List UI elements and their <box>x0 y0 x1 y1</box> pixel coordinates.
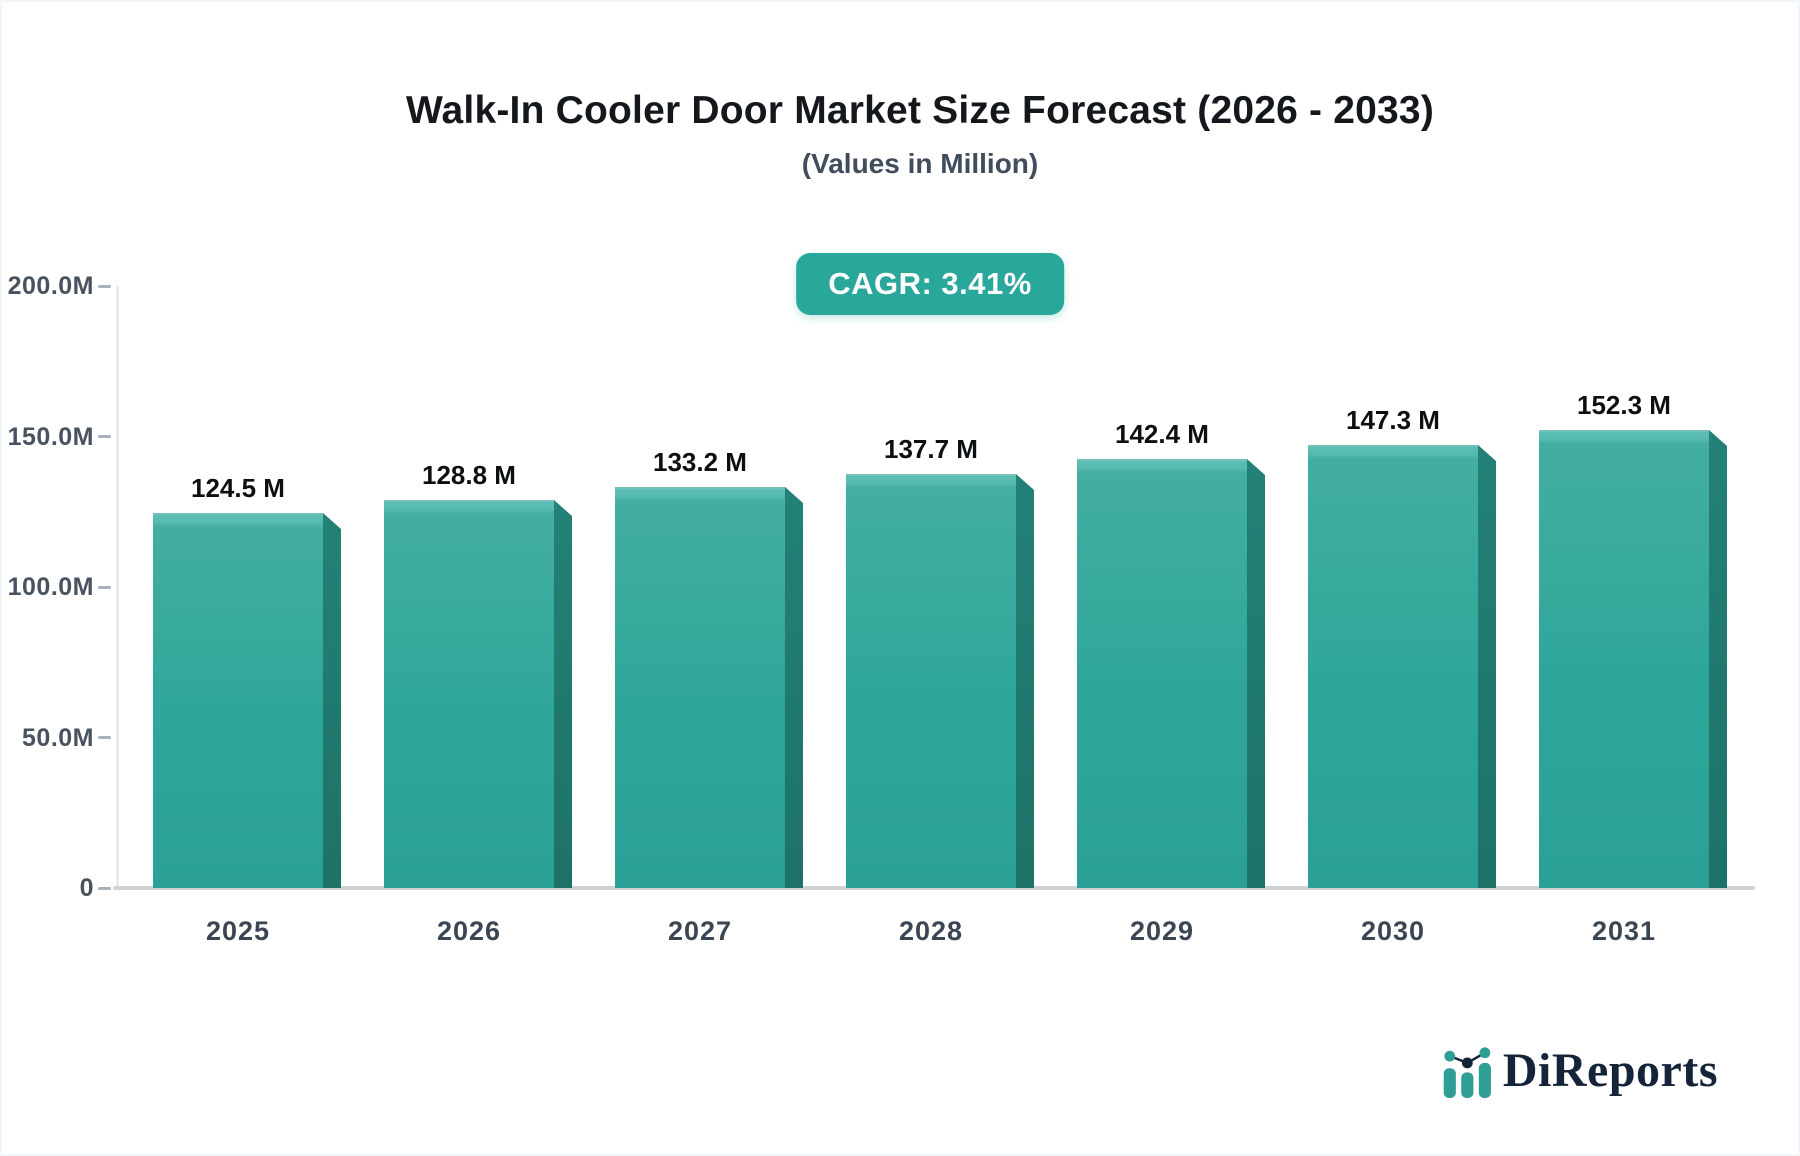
x-axis-line <box>113 886 1755 890</box>
y-axis-line <box>116 286 119 888</box>
y-tick-mark <box>98 886 111 890</box>
cagr-badge-label: CAGR: 3.41% <box>828 266 1032 301</box>
x-axis-category-label: 2030 <box>1360 916 1426 946</box>
chart-subtitle: (Values in Million) <box>801 148 1039 179</box>
direports-logo-text: DiReports <box>1502 1044 1718 1097</box>
bar-group: 124.5 M 2025 <box>153 473 341 946</box>
bar-3d-side <box>1709 430 1727 888</box>
direports-logo: DiReports <box>1441 1043 1718 1098</box>
bar-group: 142.4 M 2029 <box>1077 419 1265 946</box>
bar <box>1308 445 1478 888</box>
bar-group: 137.7 M 2028 <box>846 434 1034 946</box>
bar-group: 128.8 M 2026 <box>384 460 572 946</box>
bar-3d-side <box>785 487 803 888</box>
x-axis-category-label: 2031 <box>1591 916 1657 946</box>
y-tick-label: 200.0M <box>7 272 94 300</box>
y-tick-mark <box>98 736 111 739</box>
bar <box>1077 459 1247 888</box>
direports-logo-mark-icon <box>1443 1046 1491 1098</box>
bar-value-label: 137.7 M <box>884 434 978 464</box>
bar-value-label: 147.3 M <box>1346 405 1440 435</box>
bar-value-label: 152.3 M <box>1577 390 1671 420</box>
x-axis-category-label: 2025 <box>205 916 271 946</box>
bar <box>1539 430 1709 888</box>
bar-3d-side <box>1247 459 1265 888</box>
y-tick-label: 0 <box>79 874 94 902</box>
y-tick-mark <box>98 435 111 438</box>
bar <box>153 513 323 888</box>
bar-3d-side <box>554 500 572 888</box>
chart-header: Walk-In Cooler Door Market Size Forecast… <box>60 88 1780 180</box>
x-axis-category-label: 2029 <box>1129 916 1195 946</box>
bar-group: 133.2 M 2027 <box>615 447 803 946</box>
bar <box>384 500 554 888</box>
bar-value-label: 124.5 M <box>191 473 285 503</box>
y-tick-mark <box>98 284 111 288</box>
y-tick-label: 100.0M <box>7 573 94 601</box>
bar-value-label: 142.4 M <box>1115 419 1209 449</box>
y-tick-label: 150.0M <box>7 422 94 451</box>
bar-3d-side <box>1016 474 1034 888</box>
y-tick-mark <box>98 585 111 589</box>
bar-3d-side <box>323 513 341 888</box>
bar-group: 147.3 M 2030 <box>1308 405 1496 946</box>
y-tick-label: 50.0M <box>22 723 94 752</box>
bar <box>846 474 1016 888</box>
bar-value-label: 128.8 M <box>422 460 516 490</box>
x-axis-category-label: 2026 <box>436 916 502 946</box>
bar <box>615 487 785 888</box>
x-axis-category-label: 2027 <box>667 916 733 946</box>
chart-title: Walk-In Cooler Door Market Size Forecast… <box>405 89 1435 132</box>
x-axis-category-label: 2028 <box>898 916 964 946</box>
bar-3d-side <box>1478 445 1496 888</box>
bar-group: 152.3 M 2031 <box>1539 390 1727 946</box>
cagr-badge: CAGR: 3.41% <box>796 253 1064 315</box>
bar-value-label: 133.2 M <box>653 447 747 477</box>
